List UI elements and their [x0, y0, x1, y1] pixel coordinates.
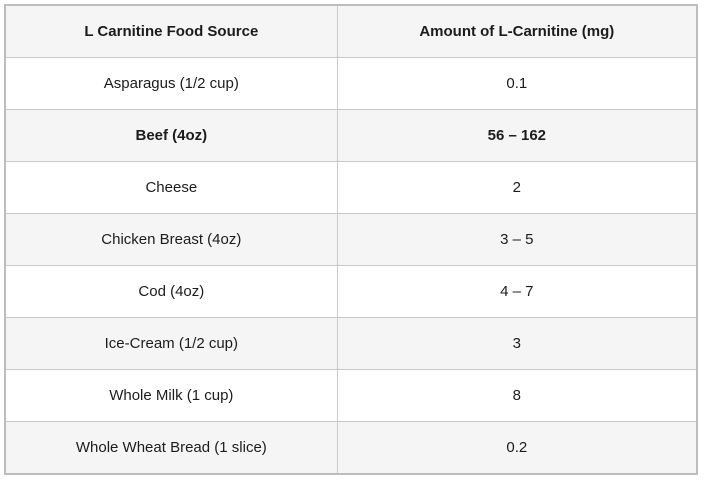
carnitine-food-source-table: L Carnitine Food Source Amount of L-Carn…	[4, 4, 698, 475]
table-row: Cod (4oz) 4 – 7	[4, 265, 698, 318]
table-row: Whole Wheat Bread (1 slice) 0.2	[4, 421, 698, 475]
table-row: Whole Milk (1 cup) 8	[4, 369, 698, 422]
amount-cell: 3	[336, 317, 698, 370]
column-header-food-source: L Carnitine Food Source	[4, 4, 338, 58]
food-source-cell: Ice-Cream (1/2 cup)	[4, 317, 338, 370]
table-row: Asparagus (1/2 cup) 0.1	[4, 57, 698, 110]
table-row: Beef (4oz) 56 – 162	[4, 109, 698, 162]
amount-cell: 56 – 162	[336, 109, 698, 162]
amount-cell: 2	[336, 161, 698, 214]
food-source-cell: Whole Milk (1 cup)	[4, 369, 338, 422]
amount-cell: 0.1	[336, 57, 698, 110]
table-row: Cheese 2	[4, 161, 698, 214]
amount-cell: 0.2	[336, 421, 698, 475]
food-source-cell: Beef (4oz)	[4, 109, 338, 162]
table-body: Asparagus (1/2 cup) 0.1 Beef (4oz) 56 – 162…	[4, 57, 698, 475]
amount-cell: 3 – 5	[336, 213, 698, 266]
table-row: Chicken Breast (4oz) 3 – 5	[4, 213, 698, 266]
food-source-cell: Cheese	[4, 161, 338, 214]
amount-cell: 4 – 7	[336, 265, 698, 318]
header-row: L Carnitine Food Source Amount of L-Carn…	[4, 4, 698, 58]
food-source-cell: Chicken Breast (4oz)	[4, 213, 338, 266]
food-source-cell: Whole Wheat Bread (1 slice)	[4, 421, 338, 475]
column-header-amount: Amount of L-Carnitine (mg)	[336, 4, 698, 58]
amount-cell: 8	[336, 369, 698, 422]
food-source-cell: Asparagus (1/2 cup)	[4, 57, 338, 110]
table-row: Ice-Cream (1/2 cup) 3	[4, 317, 698, 370]
food-source-cell: Cod (4oz)	[4, 265, 338, 318]
table-header: L Carnitine Food Source Amount of L-Carn…	[4, 4, 698, 58]
